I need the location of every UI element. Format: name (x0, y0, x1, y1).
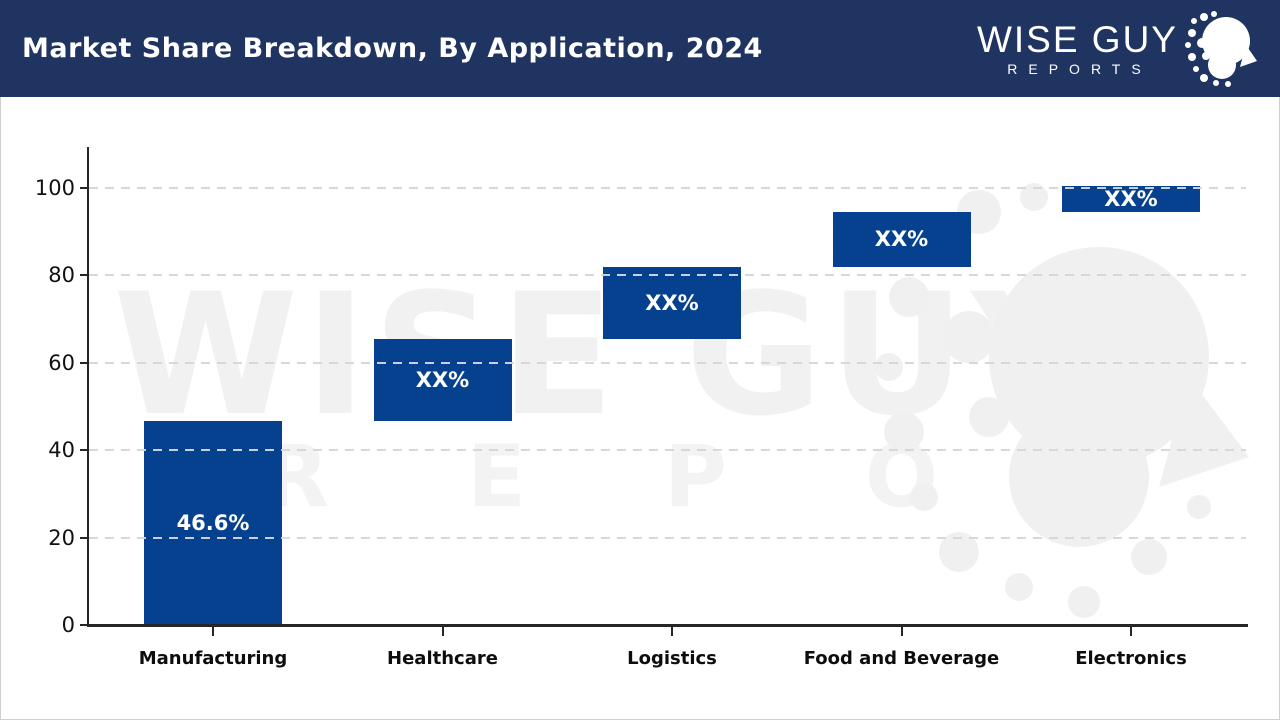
x-axis-category-label: Food and Beverage (803, 648, 1000, 669)
gridline (89, 449, 1246, 452)
gridline (89, 187, 1246, 189)
gridline (89, 536, 1246, 539)
y-axis-tick-mark (80, 274, 87, 277)
bar-value-label: XX% (1104, 186, 1158, 211)
chart-title: Market Share Breakdown, By Application, … (22, 33, 763, 64)
bar-value-label: 46.6% (176, 511, 250, 536)
x-axis-tick-mark (671, 627, 673, 636)
y-axis-tick-label: 100 (34, 176, 75, 200)
x-axis-category-label: Healthcare (387, 648, 498, 669)
y-axis-tick-label: 80 (48, 263, 75, 288)
x-axis-tick-mark (441, 627, 444, 636)
bar-value-label: XX% (874, 227, 929, 252)
x-axis-category-label: Electronics (1075, 648, 1187, 669)
chart-canvas: WISE GUY R E P O R T S 02040608010046.6%… (0, 97, 1280, 720)
x-axis-tick-mark (212, 627, 214, 636)
y-axis-tick-label: 60 (48, 350, 75, 375)
brand-logo: WISE GUY REPORTS (977, 10, 1258, 87)
bar-segment: XX% (603, 266, 741, 339)
bar-value-label: XX% (645, 290, 699, 315)
y-axis-tick-mark (80, 624, 87, 626)
bar-segment: XX% (1062, 185, 1200, 212)
brand-logo-text: WISE GUY REPORTS (977, 21, 1178, 76)
header-bar: Market Share Breakdown, By Application, … (0, 0, 1280, 97)
brand-subname: REPORTS (1007, 61, 1152, 77)
bar-segment: XX% (373, 338, 512, 422)
y-axis-tick-mark (80, 449, 87, 452)
x-axis-tick-mark (900, 627, 903, 636)
watermark-face-graphic (875, 183, 1249, 618)
x-axis-spine (87, 624, 1248, 627)
bar-segment: 46.6% (144, 421, 282, 625)
gridline (89, 361, 1246, 364)
gridline (89, 274, 1246, 277)
x-axis-tick-mark (1130, 627, 1132, 636)
y-axis-spine (87, 147, 89, 627)
plot-area: 0 20 40 60 80 100 46.6% Manufacturing XX% Healthc… (35, 147, 1248, 669)
y-axis-tick-mark (80, 536, 87, 539)
x-axis-category-label: Logistics (627, 648, 717, 669)
y-axis-tick-mark (80, 361, 87, 364)
brand-name: WISE GUY (976, 19, 1178, 60)
face-profile-icon (1185, 10, 1257, 87)
y-axis-tick-label: 40 (48, 438, 75, 463)
y-axis-tick-mark (80, 187, 87, 189)
bar-segment: XX% (832, 211, 971, 267)
x-axis-category-label: Manufacturing (138, 648, 288, 669)
y-axis-tick-label: 0 (61, 613, 75, 637)
y-axis-tick-label: 20 (48, 525, 75, 550)
bar-value-label: XX% (415, 368, 470, 393)
